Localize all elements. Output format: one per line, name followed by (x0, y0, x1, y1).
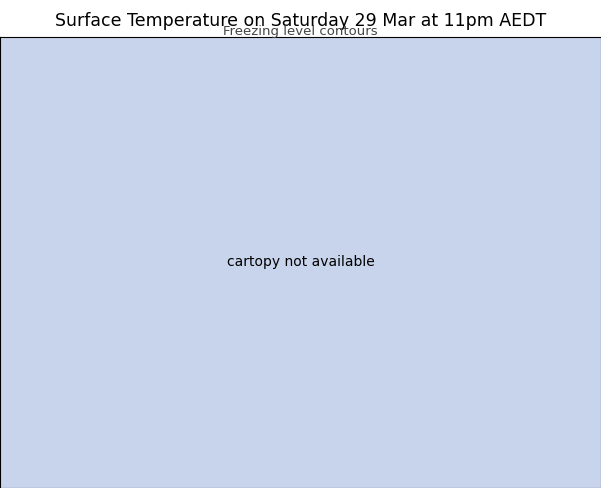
Text: Surface Temperature on Saturday 29 Mar at 11pm AEDT: Surface Temperature on Saturday 29 Mar a… (55, 12, 546, 30)
Text: cartopy not available: cartopy not available (227, 255, 374, 269)
Text: Freezing level contours: Freezing level contours (223, 25, 378, 39)
